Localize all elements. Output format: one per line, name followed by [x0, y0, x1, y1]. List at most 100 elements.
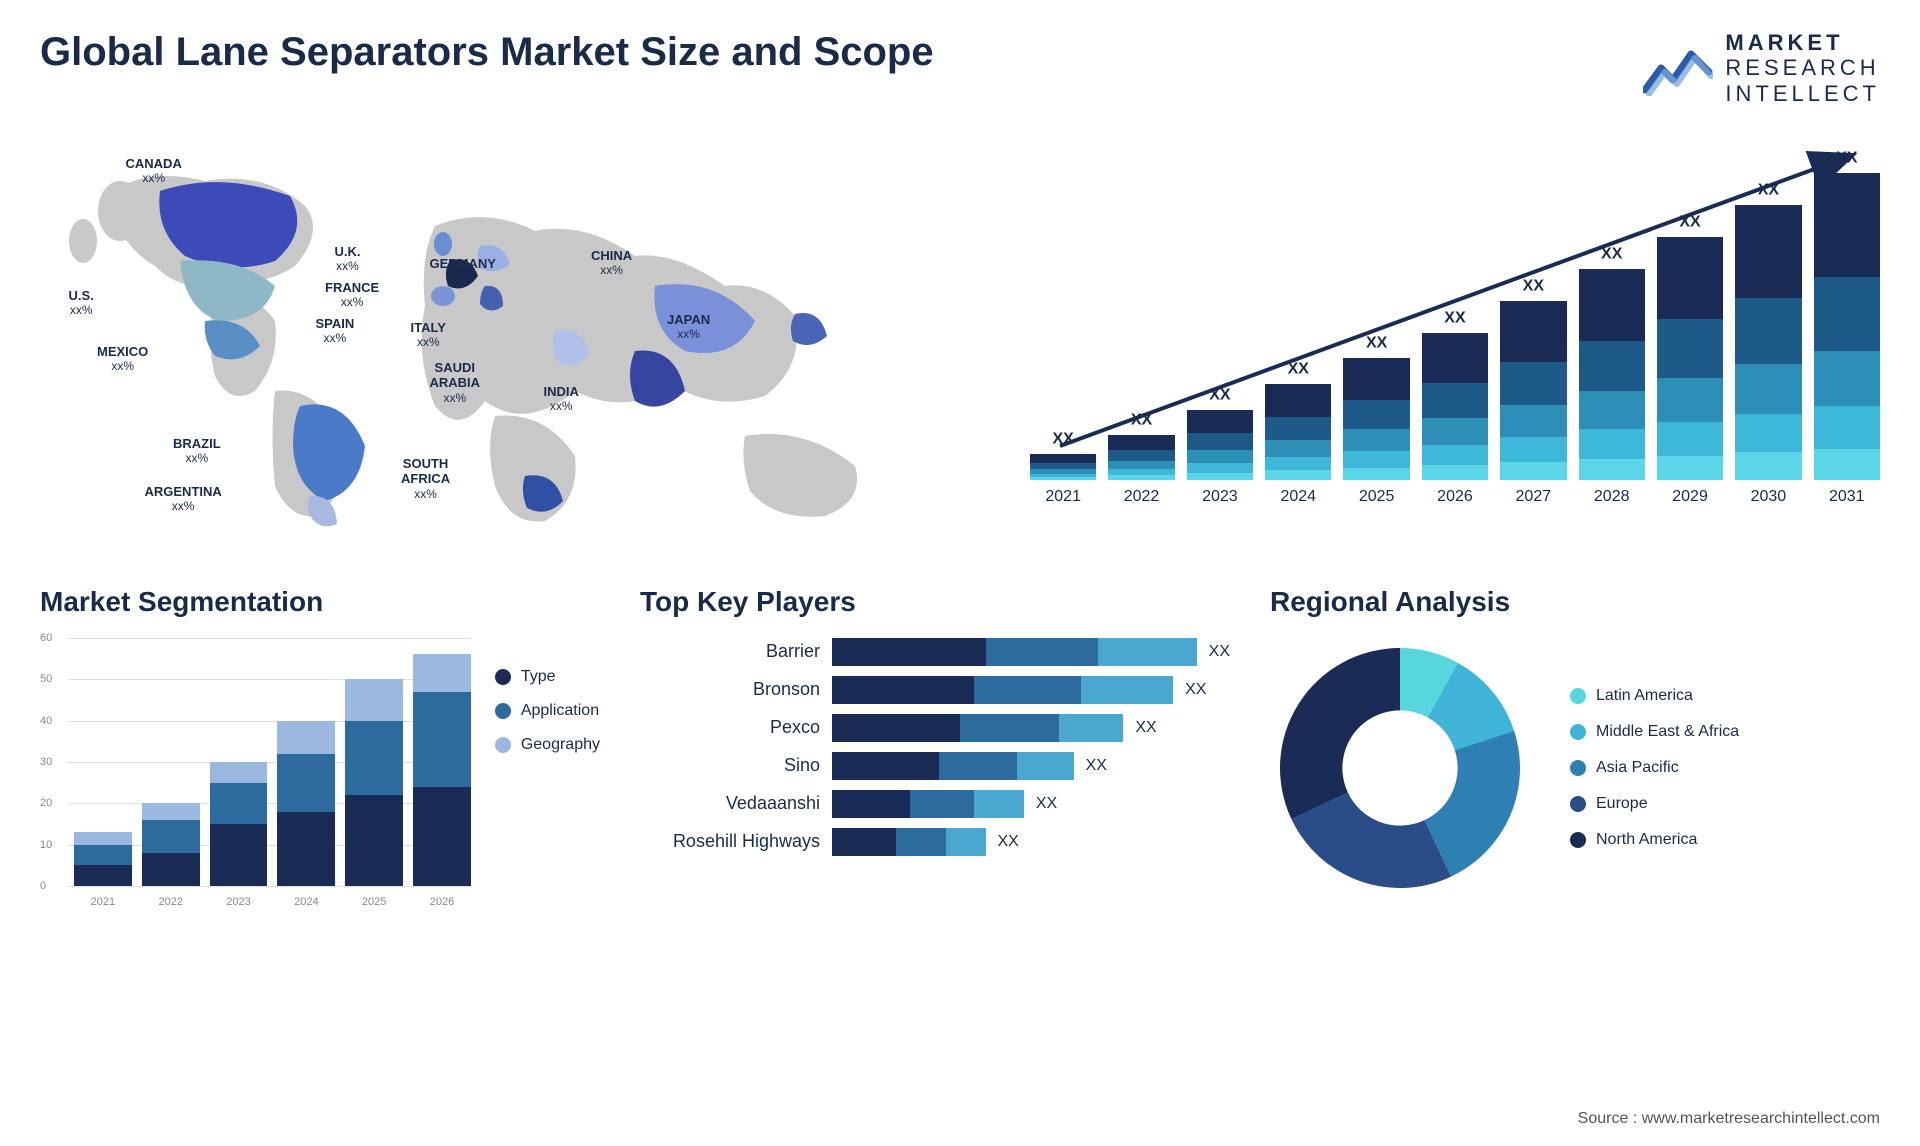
player-row: Barrier XX: [640, 638, 1230, 666]
growth-chart: XX2021XX2022XX2023XX2024XX2025XX2026XX20…: [1030, 136, 1880, 536]
player-name: Sino: [640, 755, 820, 776]
page-title: Global Lane Separators Market Size and S…: [40, 30, 934, 75]
segmentation-chart: 0102030405060 202120222023202420252026: [40, 638, 471, 908]
growth-year-label: 2024: [1280, 488, 1316, 506]
map-label: U.K.xx%: [335, 244, 361, 274]
regional-panel: Regional Analysis Latin AmericaMiddle Ea…: [1270, 586, 1880, 908]
growth-bar-label: XX: [1523, 277, 1544, 295]
player-value: XX: [1135, 719, 1156, 737]
legend-swatch-icon: [1570, 760, 1586, 776]
growth-bar: XX2022: [1108, 435, 1174, 506]
segmentation-bar: 2023: [210, 762, 268, 886]
map-label: INDIAxx%: [544, 384, 579, 414]
map-label: BRAZILxx%: [173, 436, 221, 466]
legend-item: Middle East & Africa: [1570, 723, 1739, 741]
legend-label: Latin America: [1596, 687, 1693, 705]
growth-year-label: 2022: [1124, 488, 1160, 506]
growth-year-label: 2028: [1594, 488, 1630, 506]
player-name: Rosehill Highways: [640, 831, 820, 852]
growth-bar-label: XX: [1836, 149, 1857, 167]
legend-swatch-icon: [495, 669, 511, 685]
player-name: Barrier: [640, 641, 820, 662]
bottom-section: Market Segmentation 0102030405060 202120…: [40, 586, 1880, 908]
map-label: FRANCExx%: [325, 280, 379, 310]
map-label: SOUTHAFRICAxx%: [401, 456, 450, 502]
segmentation-legend: Type Application Geography: [495, 638, 600, 908]
legend-swatch-icon: [1570, 688, 1586, 704]
source-attribution: Source : www.marketresearchintellect.com: [1578, 1110, 1880, 1128]
legend-label: Geography: [521, 736, 600, 754]
growth-bar-label: XX: [1209, 386, 1230, 404]
growth-bar-label: XX: [1679, 213, 1700, 231]
growth-bar-label: XX: [1758, 181, 1779, 199]
key-players-title: Top Key Players: [640, 586, 1230, 618]
legend-swatch-icon: [1570, 832, 1586, 848]
legend-item: Geography: [495, 736, 600, 754]
map-label: ITALYxx%: [411, 320, 446, 350]
logo-text-1: MARKET: [1725, 30, 1880, 55]
logo-text-3: INTELLECT: [1725, 81, 1880, 106]
growth-year-label: 2025: [1359, 488, 1395, 506]
legend-label: Europe: [1596, 795, 1648, 813]
growth-bar: XX2027: [1500, 301, 1566, 506]
donut-slice: [1280, 648, 1400, 819]
growth-bar-label: XX: [1053, 431, 1074, 449]
legend-item: North America: [1570, 831, 1739, 849]
segmentation-bar: 2025: [345, 679, 403, 886]
top-section: CANADAxx%U.S.xx%MEXICOxx%BRAZILxx%ARGENT…: [40, 136, 1880, 536]
growth-year-label: 2023: [1202, 488, 1238, 506]
segmentation-panel: Market Segmentation 0102030405060 202120…: [40, 586, 600, 908]
key-players-panel: Top Key Players Barrier XX Bronson XX Pexco X…: [640, 586, 1230, 908]
map-label: SPAINxx%: [316, 316, 355, 346]
player-value: XX: [998, 833, 1019, 851]
growth-bar: XX2025: [1343, 358, 1409, 506]
player-bar: XX: [832, 828, 1230, 856]
growth-bar-label: XX: [1131, 412, 1152, 430]
legend-label: Type: [521, 668, 556, 686]
legend-label: Asia Pacific: [1596, 759, 1679, 777]
growth-bar: XX2021: [1030, 454, 1096, 506]
growth-bar-label: XX: [1444, 309, 1465, 327]
legend-swatch-icon: [1570, 724, 1586, 740]
segmentation-bar: 2026: [413, 654, 471, 885]
legend-item: Latin America: [1570, 687, 1739, 705]
map-label: MEXICOxx%: [97, 344, 148, 374]
player-value: XX: [1086, 757, 1107, 775]
map-label: JAPANxx%: [667, 312, 710, 342]
growth-bar-label: XX: [1366, 335, 1387, 353]
player-value: XX: [1185, 681, 1206, 699]
growth-bar: XX2028: [1579, 269, 1645, 506]
player-row: Vedaaanshi XX: [640, 790, 1230, 818]
player-value: XX: [1209, 643, 1230, 661]
segmentation-year-label: 2024: [277, 896, 335, 908]
growth-year-label: 2031: [1829, 488, 1865, 506]
growth-year-label: 2027: [1516, 488, 1552, 506]
growth-year-label: 2021: [1045, 488, 1081, 506]
legend-item: Application: [495, 702, 600, 720]
player-name: Pexco: [640, 717, 820, 738]
player-value: XX: [1036, 795, 1057, 813]
growth-bar: XX2026: [1422, 333, 1488, 506]
legend-swatch-icon: [495, 737, 511, 753]
player-row: Pexco XX: [640, 714, 1230, 742]
map-label: ARGENTINAxx%: [145, 484, 222, 514]
logo-mark-icon: [1643, 40, 1713, 96]
legend-label: Application: [521, 702, 599, 720]
logo-text-2: RESEARCH: [1725, 55, 1880, 80]
segmentation-year-label: 2023: [210, 896, 268, 908]
growth-year-label: 2026: [1437, 488, 1473, 506]
player-row: Sino XX: [640, 752, 1230, 780]
player-bar: XX: [832, 790, 1230, 818]
growth-year-label: 2030: [1751, 488, 1787, 506]
player-name: Bronson: [640, 679, 820, 700]
key-players-chart: BarrierXXBronsonXXPexcoXXSinoXXVedaaansh…: [640, 638, 1230, 856]
map-label: CANADAxx%: [126, 156, 182, 186]
legend-item: Europe: [1570, 795, 1739, 813]
player-name: Vedaaanshi: [640, 793, 820, 814]
segmentation-year-label: 2021: [74, 896, 132, 908]
growth-year-label: 2029: [1672, 488, 1708, 506]
growth-bar: XX2024: [1265, 384, 1331, 506]
world-map-svg: [40, 136, 990, 536]
legend-label: Middle East & Africa: [1596, 723, 1739, 741]
player-bar: XX: [832, 638, 1230, 666]
